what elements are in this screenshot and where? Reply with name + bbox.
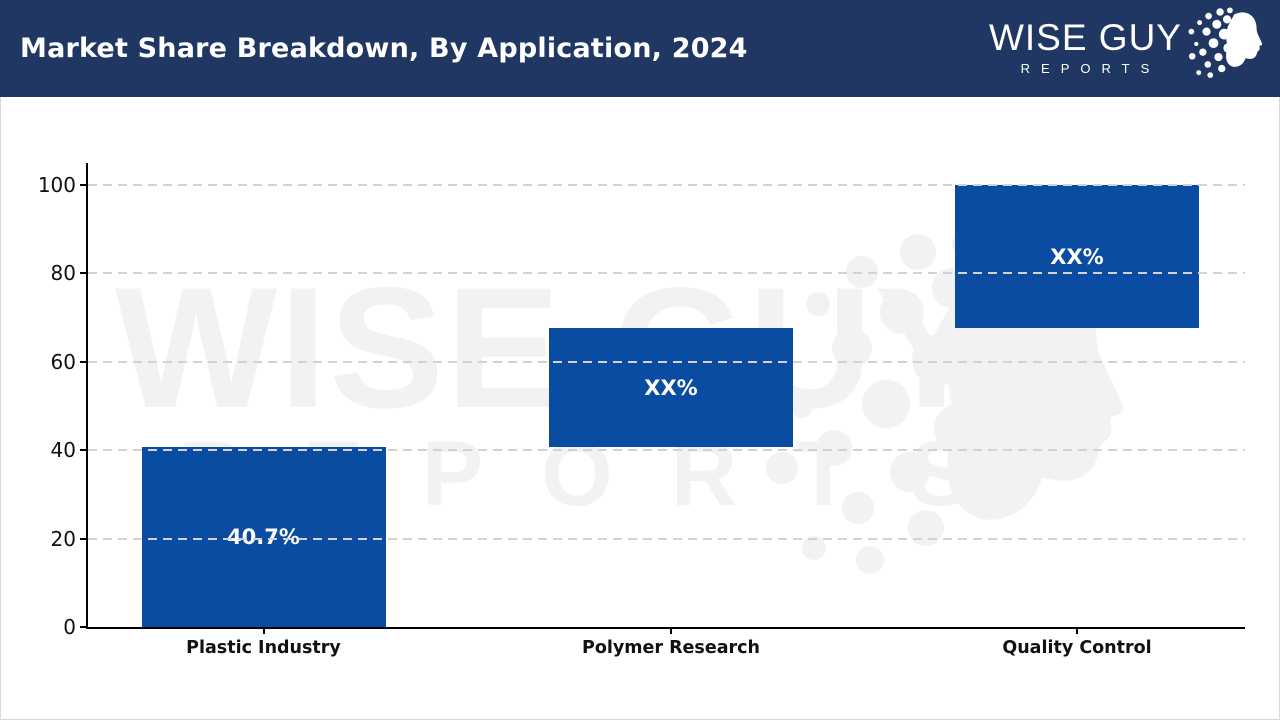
y-tick-label-40: 40 xyxy=(50,438,76,463)
y-tick-label-60: 60 xyxy=(50,349,76,374)
header-bar: Market Share Breakdown, By Application, … xyxy=(0,0,1280,97)
gridline-20 xyxy=(88,537,1245,540)
y-tick-label-100: 100 xyxy=(37,173,76,197)
bar-value-label: 40.7% xyxy=(227,525,300,550)
gridline-80 xyxy=(88,272,1245,275)
y-tick-mark-80 xyxy=(80,272,88,275)
y-axis-line xyxy=(86,163,88,629)
x-tick-mark-1 xyxy=(262,627,265,634)
x-tick-label-2: Polymer Research xyxy=(582,638,760,658)
y-tick-mark-40 xyxy=(80,449,88,452)
y-tick-mark-60 xyxy=(80,360,88,363)
brand-head-icon xyxy=(1188,7,1263,78)
bar-2: XX% xyxy=(549,328,793,448)
y-tick-mark-20 xyxy=(80,537,88,540)
bar-value-label: XX% xyxy=(644,375,698,400)
bar-3: XX% xyxy=(955,185,1199,329)
x-tick-label-1: Plastic Industry xyxy=(186,638,341,658)
page-title: Market Share Breakdown, By Application, … xyxy=(20,33,748,64)
bar-value-label: XX% xyxy=(1050,244,1104,269)
y-tick-mark-100 xyxy=(80,184,88,186)
gridline-100 xyxy=(88,184,1245,186)
gridline-40 xyxy=(88,449,1245,452)
bar-1: 40.7% xyxy=(141,447,386,627)
brand-subword: REPORTS xyxy=(1020,60,1161,76)
y-tick-label-0: 0 xyxy=(63,615,76,639)
y-tick-label-80: 80 xyxy=(50,261,76,286)
x-axis-line xyxy=(86,627,1245,629)
brand-wordmark: WISE GUY xyxy=(988,16,1182,58)
y-tick-mark-0 xyxy=(80,626,88,628)
brand-logo: WISE GUY REPORTS xyxy=(989,6,1266,86)
x-tick-mark-2 xyxy=(670,627,672,634)
y-tick-label-20: 20 xyxy=(50,526,76,551)
x-tick-mark-3 xyxy=(1076,627,1078,634)
gridline-60 xyxy=(88,360,1245,363)
x-tick-label-3: Quality Control xyxy=(1002,638,1152,658)
